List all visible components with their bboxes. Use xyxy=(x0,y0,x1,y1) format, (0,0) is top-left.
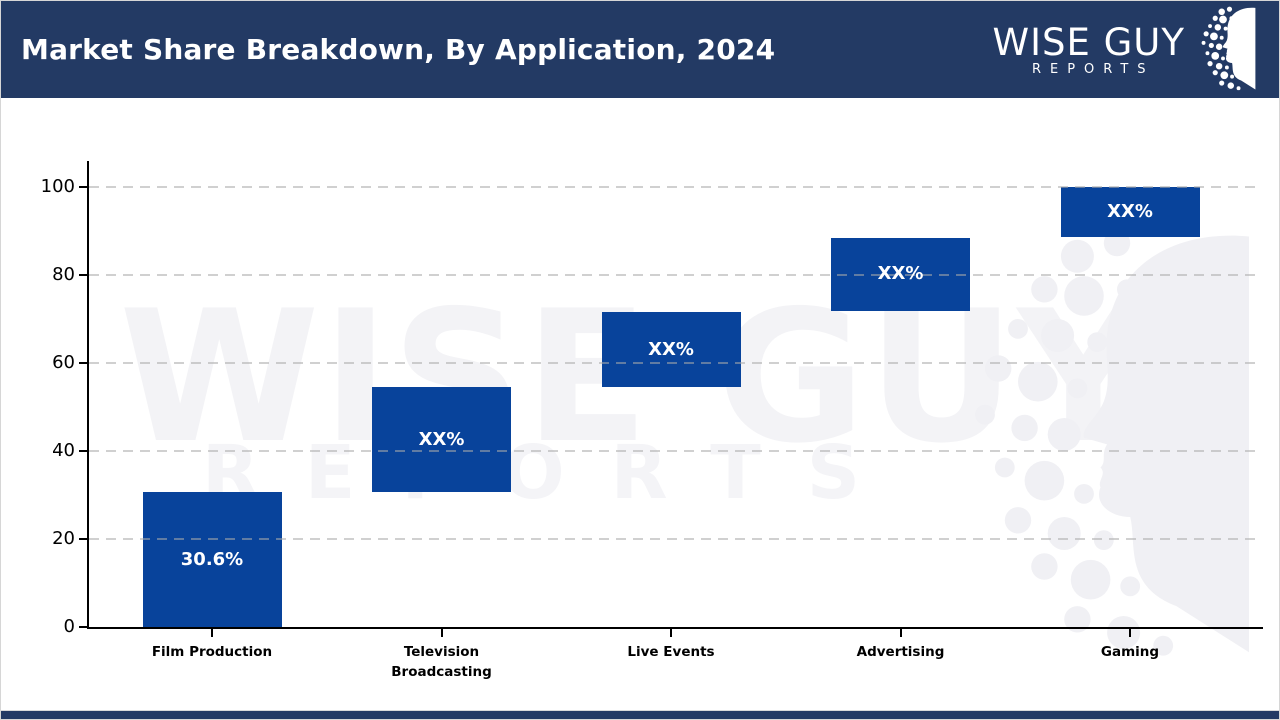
y-axis-tick-label: 0 xyxy=(63,616,75,637)
gridline-y40 xyxy=(89,450,1257,452)
y-axis-tick-label: 60 xyxy=(52,352,75,373)
gridline-y80 xyxy=(89,274,1257,276)
bar-value-label: XX% xyxy=(648,338,694,360)
bar-television-broadcasting xyxy=(372,387,511,493)
gridline-y100 xyxy=(89,186,1257,188)
x-axis-line xyxy=(87,627,1263,629)
y-axis-tick-label: 20 xyxy=(52,528,75,549)
bar-value-label: XX% xyxy=(1107,201,1153,223)
y-axis-tick-label: 80 xyxy=(52,264,75,285)
x-axis-tick xyxy=(440,628,443,637)
footer-rule xyxy=(1,710,1279,711)
page-title: Market Share Breakdown, By Application, … xyxy=(21,33,776,66)
y-axis-tick-label: 100 xyxy=(40,176,75,197)
y-axis-tick xyxy=(79,626,87,628)
x-axis-category-label: Television Broadcasting xyxy=(391,644,492,680)
bar-value-label: XX% xyxy=(418,428,465,450)
logo-wiseguy-text: WISE GUY xyxy=(992,20,1185,64)
x-axis-category-label: Live Events xyxy=(627,644,715,660)
y-axis-tick xyxy=(79,362,87,364)
x-axis-category-label: Film Production xyxy=(151,644,273,660)
x-axis-category-label: Advertising xyxy=(856,644,945,660)
x-axis-tick xyxy=(899,628,902,637)
bar-live-events xyxy=(601,312,741,388)
footer-band xyxy=(1,711,1279,719)
gridline-y20 xyxy=(89,538,1257,540)
y-axis-tick xyxy=(79,274,87,276)
bar-film-production xyxy=(142,492,282,627)
x-axis-category-label: Gaming xyxy=(1100,644,1160,660)
x-axis-tick xyxy=(211,628,213,637)
logo-face-icon xyxy=(1201,6,1256,90)
y-axis-line xyxy=(87,161,89,629)
logo-text: WISE GUY REPORTS xyxy=(993,24,1185,76)
bar-gaming xyxy=(1060,187,1200,238)
header-band: Market Share Breakdown, By Application, … xyxy=(1,1,1279,98)
y-axis-tick-label: 40 xyxy=(52,440,75,461)
bar-value-label: 30.6% xyxy=(180,548,244,570)
x-axis-tick xyxy=(670,628,672,637)
bar-value-label: XX% xyxy=(877,263,924,285)
x-axis-tick xyxy=(1129,628,1131,637)
gridline-y60 xyxy=(89,362,1257,364)
y-axis-tick xyxy=(79,538,87,540)
y-axis-tick xyxy=(79,450,87,452)
logo-reports-text: REPORTS xyxy=(1031,61,1155,77)
y-axis-tick xyxy=(79,186,87,188)
wise-guy-reports-logo: WISE GUY REPORTS xyxy=(993,4,1267,96)
